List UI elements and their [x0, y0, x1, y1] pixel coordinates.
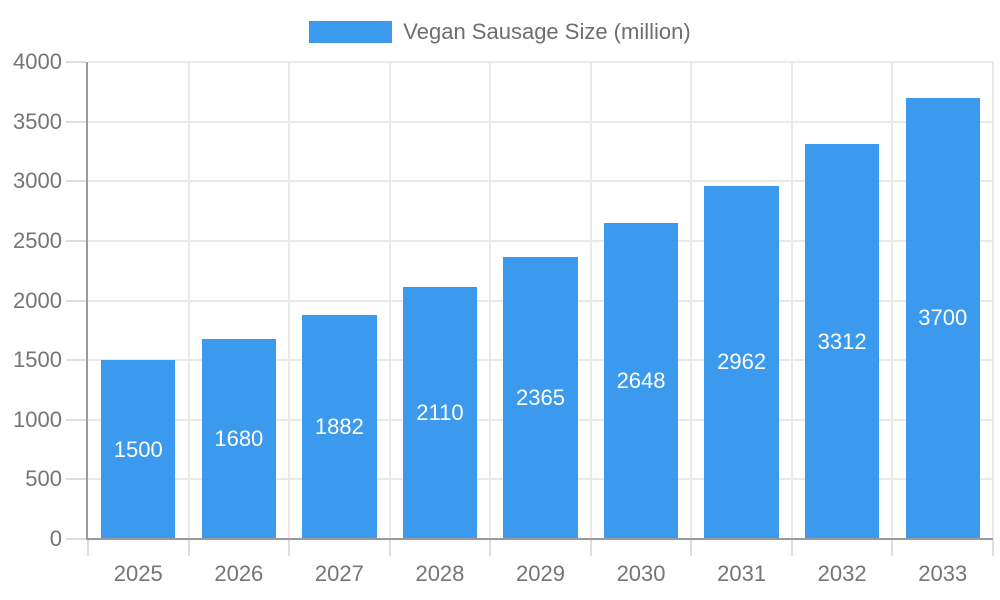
- bar[interactable]: [503, 256, 578, 539]
- y-axis-tick: [66, 418, 86, 421]
- x-axis-tick-label: 2029: [516, 561, 565, 586]
- x-axis-line: [86, 538, 993, 540]
- y-axis-tick-label: 1500: [13, 347, 62, 373]
- gridline-horizontal: [88, 180, 993, 183]
- x-axis-tick-label: 2026: [214, 561, 264, 586]
- gridline-vertical: [690, 62, 693, 539]
- y-axis-tick: [66, 299, 86, 302]
- x-axis-tick-label: 2028: [415, 561, 465, 586]
- x-axis-tick: [288, 540, 291, 556]
- y-axis-tick: [66, 239, 86, 242]
- x-axis-tick-label: 2030: [616, 561, 666, 586]
- gridline-vertical: [288, 62, 291, 539]
- y-axis-tick-label: 2500: [13, 227, 62, 253]
- y-axis-line: [86, 62, 88, 539]
- legend-label: Vegan Sausage Size (million): [403, 19, 691, 44]
- bar[interactable]: [603, 223, 679, 539]
- x-axis-tick-label: 2025: [113, 561, 163, 586]
- x-axis-tick: [489, 540, 492, 556]
- y-axis-tick: [66, 120, 86, 123]
- x-axis-tick: [790, 540, 793, 556]
- y-axis-tick-label: 2000: [13, 287, 62, 313]
- x-axis-tick: [992, 540, 994, 556]
- legend-swatch-icon: [309, 21, 393, 43]
- y-axis-tick: [66, 61, 86, 63]
- gridline-vertical: [790, 62, 793, 539]
- gridline-vertical: [589, 62, 592, 539]
- x-axis-tick: [690, 540, 693, 556]
- bar[interactable]: [201, 338, 277, 539]
- bar[interactable]: [704, 185, 779, 539]
- x-axis-tick-label: 2033: [918, 561, 968, 586]
- gridline-horizontal: [88, 120, 993, 123]
- legend[interactable]: Vegan Sausage Size (million): [0, 19, 1000, 45]
- y-axis-tick-label: 3000: [13, 168, 62, 194]
- y-axis-tick: [66, 180, 86, 183]
- y-axis-tick-label: 500: [25, 466, 62, 492]
- y-axis-tick-label: 3500: [13, 108, 62, 134]
- bar[interactable]: [804, 144, 880, 539]
- x-axis-tick: [891, 540, 894, 556]
- x-axis-tick: [589, 540, 592, 556]
- y-axis-tick-label: 0: [49, 526, 62, 551]
- y-axis-tick-label: 4000: [13, 49, 62, 74]
- gridline-vertical: [187, 62, 190, 539]
- bar[interactable]: [302, 314, 377, 539]
- bar[interactable]: [402, 287, 478, 539]
- x-axis-tick-label: 2032: [817, 561, 867, 586]
- gridline-vertical: [891, 62, 894, 539]
- gridline-vertical: [992, 62, 994, 539]
- y-axis-tick: [66, 538, 86, 540]
- x-axis-tick-label: 2031: [717, 561, 767, 586]
- gridline-vertical: [388, 62, 391, 539]
- y-axis-tick: [66, 478, 86, 481]
- x-axis-tick: [388, 540, 391, 556]
- gridline-horizontal: [88, 61, 993, 63]
- y-axis-tick-label: 1000: [13, 406, 62, 432]
- x-axis-tick: [87, 540, 89, 556]
- y-axis-tick: [66, 359, 86, 362]
- bar[interactable]: [101, 360, 176, 539]
- gridline-vertical: [489, 62, 492, 539]
- gridline-horizontal: [88, 239, 993, 242]
- x-axis-tick-label: 2027: [314, 561, 364, 586]
- bar[interactable]: [905, 97, 980, 539]
- x-axis-tick: [187, 540, 190, 556]
